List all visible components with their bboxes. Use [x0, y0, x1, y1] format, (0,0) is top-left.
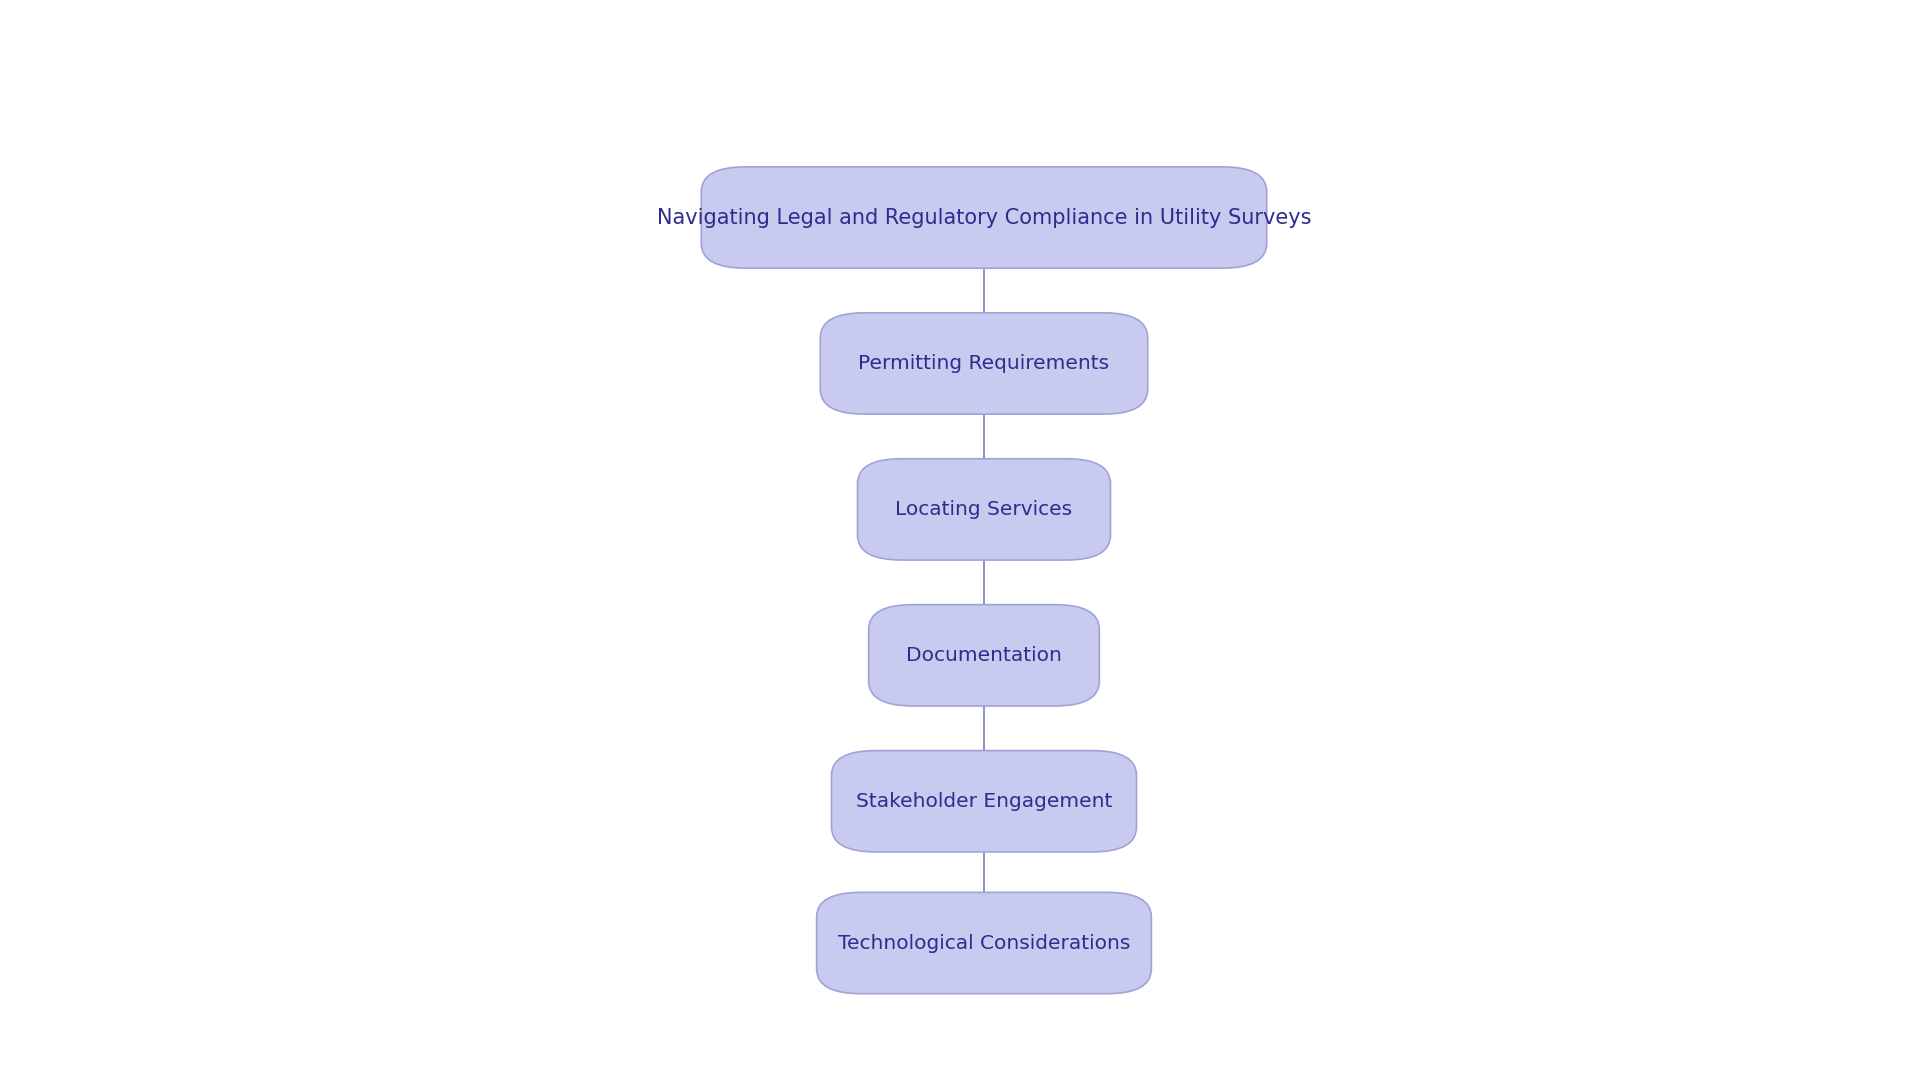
FancyBboxPatch shape — [820, 313, 1148, 414]
FancyBboxPatch shape — [831, 751, 1137, 852]
Text: Stakeholder Engagement: Stakeholder Engagement — [856, 792, 1112, 811]
Text: Navigating Legal and Regulatory Compliance in Utility Surveys: Navigating Legal and Regulatory Complian… — [657, 208, 1311, 227]
FancyBboxPatch shape — [816, 892, 1152, 994]
Text: Technological Considerations: Technological Considerations — [837, 934, 1131, 953]
FancyBboxPatch shape — [858, 459, 1110, 560]
Text: Permitting Requirements: Permitting Requirements — [858, 354, 1110, 373]
FancyBboxPatch shape — [868, 604, 1100, 706]
Text: Locating Services: Locating Services — [895, 500, 1073, 519]
FancyBboxPatch shape — [701, 167, 1267, 269]
Text: Documentation: Documentation — [906, 645, 1062, 665]
